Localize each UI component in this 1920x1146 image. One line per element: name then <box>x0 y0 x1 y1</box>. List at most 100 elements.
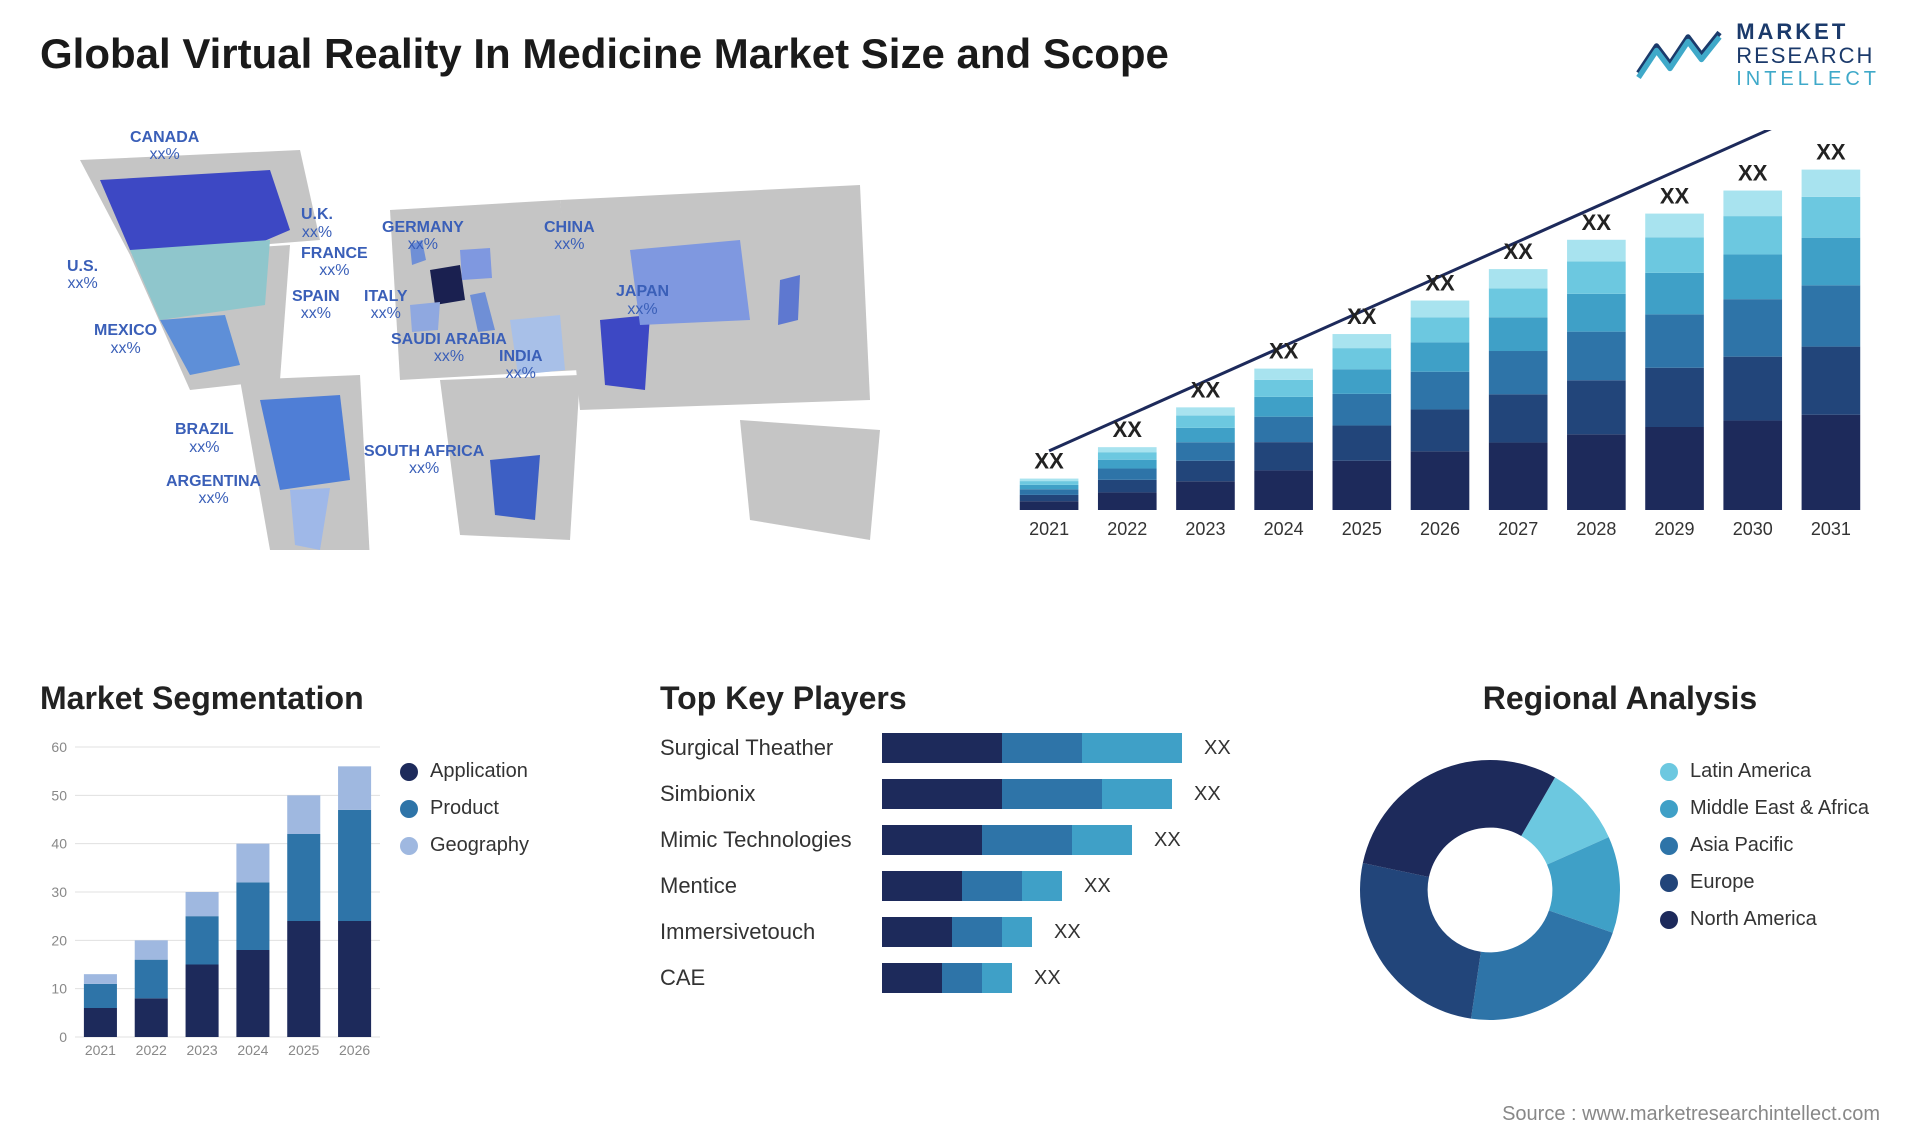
growth-bar-chart: XX2021XX2022XX2023XX2024XX2025XX2026XX20… <box>1000 130 1880 550</box>
growth-value-2022: XX <box>1113 417 1143 442</box>
growth-bar-2031-seg5 <box>1802 170 1861 197</box>
growth-year-2031: 2031 <box>1811 519 1851 539</box>
player-row-immersivetouch: ImmersivetouchXX <box>660 917 1300 947</box>
player-seg-2 <box>1022 871 1062 901</box>
world-map: CANADAxx%U.S.xx%MEXICOxx%BRAZILxx%ARGENT… <box>40 120 940 550</box>
growth-bar-2028-seg0 <box>1567 434 1626 510</box>
map-label-canada: CANADAxx% <box>130 129 199 164</box>
player-seg-2 <box>1102 779 1172 809</box>
growth-bar-2024-seg4 <box>1254 380 1313 397</box>
growth-bar-2022-seg4 <box>1098 452 1157 460</box>
seg-bar-2025-product <box>287 834 320 921</box>
player-label: Simbionix <box>660 781 870 807</box>
growth-bar-2026-seg0 <box>1411 451 1470 510</box>
seg-bar-2022-application <box>135 998 168 1037</box>
seg-bar-2025-application <box>287 921 320 1037</box>
player-seg-0 <box>882 871 962 901</box>
growth-year-2026: 2026 <box>1420 519 1460 539</box>
map-label-u.s.: U.S.xx% <box>67 258 98 293</box>
growth-bar-2028-seg5 <box>1567 240 1626 262</box>
growth-value-2021: XX <box>1034 449 1064 474</box>
regional-legend-europe: Europe <box>1660 871 1880 894</box>
player-seg-2 <box>1072 825 1132 855</box>
map-label-france: FRANCExx% <box>301 245 368 280</box>
growth-bar-2031-seg4 <box>1802 197 1861 238</box>
map-label-india: INDIAxx% <box>499 348 543 383</box>
seg-bar-2023-geography <box>186 892 219 916</box>
player-seg-2 <box>982 963 1012 993</box>
player-value: XX <box>1034 967 1061 990</box>
growth-bar-2030-seg0 <box>1723 421 1782 510</box>
player-row-surgical-theather: Surgical TheatherXX <box>660 733 1300 763</box>
growth-bar-2030-seg4 <box>1723 216 1782 254</box>
player-seg-0 <box>882 733 1002 763</box>
logo-line1: MARKET <box>1736 20 1880 44</box>
player-seg-1 <box>1002 733 1082 763</box>
growth-value-2025: XX <box>1347 304 1377 329</box>
regional-legend-latin-america: Latin America <box>1660 760 1880 783</box>
growth-bar-2029-seg2 <box>1645 314 1704 367</box>
growth-bar-2030-seg5 <box>1723 191 1782 217</box>
growth-bar-2028-seg1 <box>1567 380 1626 434</box>
player-label: Mimic Technologies <box>660 827 870 853</box>
seg-bar-2023-product <box>186 916 219 964</box>
growth-bar-2027-seg0 <box>1489 443 1548 510</box>
regional-section: Regional Analysis <box>1340 680 1900 717</box>
growth-value-2023: XX <box>1191 377 1221 402</box>
player-seg-0 <box>882 779 1002 809</box>
logo-line2: RESEARCH <box>1736 44 1880 68</box>
player-seg-2 <box>1002 917 1032 947</box>
svg-text:2026: 2026 <box>339 1042 370 1058</box>
map-label-mexico: MEXICOxx% <box>94 322 157 357</box>
player-seg-1 <box>952 917 1002 947</box>
seg-bar-2021-geography <box>84 974 117 984</box>
growth-bar-2031-seg2 <box>1802 285 1861 346</box>
growth-bar-2025-seg0 <box>1333 461 1392 510</box>
svg-text:2022: 2022 <box>136 1042 167 1058</box>
growth-bar-2026-seg1 <box>1411 409 1470 451</box>
page-title: Global Virtual Reality In Medicine Marke… <box>40 30 1169 78</box>
seg-bar-2026-geography <box>338 766 371 810</box>
map-country-eu_germany <box>460 248 492 280</box>
growth-bar-2023-seg3 <box>1176 428 1235 442</box>
seg-bar-2024-product <box>236 882 269 950</box>
growth-bar-2027-seg4 <box>1489 288 1548 317</box>
map-label-china: CHINAxx% <box>544 219 595 254</box>
player-row-simbionix: SimbionixXX <box>660 779 1300 809</box>
player-value: XX <box>1204 737 1231 760</box>
map-label-japan: JAPANxx% <box>616 283 669 318</box>
segmentation-chart: 0102030405060202120222023202420252026 <box>40 737 390 1067</box>
map-label-italy: ITALYxx% <box>364 288 408 323</box>
growth-bar-2022-seg3 <box>1098 460 1157 469</box>
donut-slice-europe <box>1360 863 1481 1019</box>
growth-bar-2027-seg2 <box>1489 351 1548 394</box>
map-label-germany: GERMANYxx% <box>382 219 464 254</box>
growth-year-2028: 2028 <box>1576 519 1616 539</box>
regional-legend-middle-east-africa: Middle East & Africa <box>1660 797 1880 820</box>
svg-text:2021: 2021 <box>85 1042 116 1058</box>
seg-bar-2026-application <box>338 921 371 1037</box>
player-label: CAE <box>660 965 870 991</box>
seg-bar-2021-application <box>84 1008 117 1037</box>
player-seg-2 <box>1082 733 1182 763</box>
seg-bar-2022-geography <box>135 940 168 959</box>
growth-bar-2026-seg2 <box>1411 372 1470 410</box>
seg-legend-geography: Geography <box>400 834 570 857</box>
player-bar <box>882 779 1172 809</box>
growth-year-2022: 2022 <box>1107 519 1147 539</box>
growth-bar-2023-seg1 <box>1176 461 1235 482</box>
growth-bar-2021-seg2 <box>1020 489 1079 495</box>
brand-logo: MARKET RESEARCH INTELLECT <box>1634 20 1880 90</box>
growth-bar-2031-seg3 <box>1802 238 1861 286</box>
map-label-argentina: ARGENTINAxx% <box>166 473 261 508</box>
growth-bar-2029-seg4 <box>1645 237 1704 273</box>
growth-bar-2029-seg0 <box>1645 427 1704 510</box>
growth-bar-2031-seg1 <box>1802 347 1861 415</box>
player-row-mimic-technologies: Mimic TechnologiesXX <box>660 825 1300 855</box>
growth-bar-2023-seg5 <box>1176 407 1235 415</box>
growth-value-2027: XX <box>1504 239 1534 264</box>
player-bar <box>882 871 1062 901</box>
map-country-eu_spain <box>410 302 440 332</box>
player-seg-0 <box>882 917 952 947</box>
map-country-af_south <box>490 455 540 520</box>
